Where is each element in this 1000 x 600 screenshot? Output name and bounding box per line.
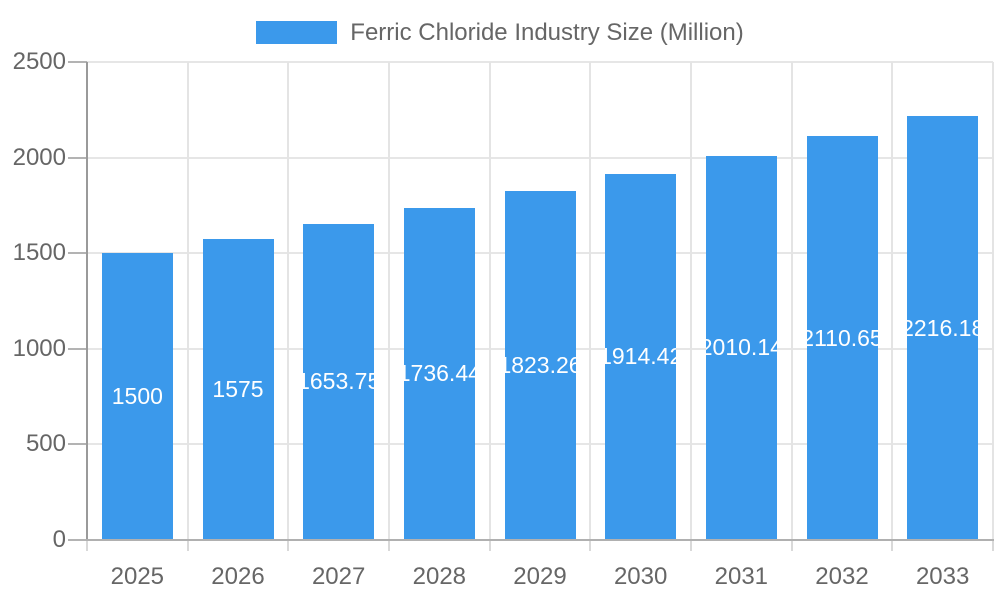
bar-value-label: 1653.75: [303, 368, 375, 395]
x-axis-tick-label: 2027: [311, 563, 366, 590]
y-axis-tick: [68, 443, 87, 446]
x-axis-tick: [287, 541, 290, 551]
legend[interactable]: Ferric Chloride Industry Size (Million): [0, 18, 1000, 46]
x-axis-tick-label: 2028: [412, 563, 467, 590]
y-axis-tick: [68, 539, 87, 541]
bar-2025[interactable]: 1500: [101, 253, 173, 540]
x-axis-tick-label: 2030: [613, 563, 668, 590]
y-axis-tick-label: 500: [25, 430, 66, 458]
x-axis-tick: [388, 541, 390, 551]
y-axis-tick-label: 2000: [12, 143, 66, 171]
x-axis-tick: [992, 541, 994, 551]
bar-value-label: 1823.26: [504, 352, 576, 379]
x-axis-tick: [790, 541, 793, 551]
x-gridline: [790, 62, 793, 540]
y-axis-tick: [68, 61, 87, 63]
y-axis-tick-label: 0: [52, 526, 66, 553]
bar-2032[interactable]: 2110.65: [806, 136, 878, 540]
x-axis-tick-label: 2032: [815, 563, 869, 590]
y-gridline: [87, 61, 993, 63]
bar-value-label: 2010.14: [705, 334, 777, 361]
bar-2033[interactable]: 2216.18: [907, 116, 979, 540]
x-gridline: [388, 62, 390, 540]
y-axis-tick: [68, 347, 87, 350]
x-axis-tick: [86, 541, 88, 551]
bar-value-label: 2216.18: [907, 314, 979, 341]
x-gridline: [488, 62, 491, 540]
x-gridline: [589, 62, 592, 540]
bar-2030[interactable]: 1914.42: [605, 173, 677, 540]
y-axis-tick: [68, 252, 87, 255]
x-gridline: [690, 62, 692, 540]
x-axis-tick-label: 2029: [513, 563, 567, 590]
bar-2031[interactable]: 2010.14: [705, 155, 777, 540]
bar-value-label: 2110.65: [806, 324, 878, 351]
x-axis-tick: [488, 541, 491, 551]
bar-value-label: 1736.44: [403, 360, 475, 387]
x-axis-tick-label: 2025: [110, 563, 165, 590]
bar-2028[interactable]: 1736.44: [403, 207, 475, 540]
x-axis-tick: [891, 541, 894, 551]
y-axis-tick-label: 1000: [12, 334, 66, 362]
bar-value-label: 1914.42: [605, 343, 677, 370]
x-axis-line: [86, 539, 994, 541]
x-gridline: [891, 62, 894, 540]
x-axis-tick: [186, 541, 189, 551]
y-axis-tick-label: 2500: [12, 48, 66, 75]
bar-2029[interactable]: 1823.26: [504, 191, 576, 540]
x-gridline: [287, 62, 290, 540]
x-gridline: [186, 62, 189, 540]
y-axis-line: [86, 62, 88, 541]
y-gridline: [87, 156, 993, 159]
x-gridline: [992, 62, 994, 540]
bar-2027[interactable]: 1653.75: [303, 223, 375, 540]
y-axis-tick: [68, 156, 87, 159]
legend-label: Ferric Chloride Industry Size (Million): [350, 18, 744, 46]
bar-2026[interactable]: 1575: [202, 238, 274, 540]
bar-value-label: 1575: [212, 375, 264, 402]
bar-value-label: 1500: [111, 383, 163, 410]
x-axis-tick-label: 2033: [915, 563, 970, 590]
x-axis-tick-label: 2031: [714, 563, 769, 590]
x-axis-tick: [589, 541, 592, 551]
x-axis-tick-label: 2026: [211, 563, 265, 590]
y-axis-tick-label: 1500: [12, 239, 66, 267]
x-axis-tick: [690, 541, 692, 551]
legend-swatch: [256, 21, 338, 44]
